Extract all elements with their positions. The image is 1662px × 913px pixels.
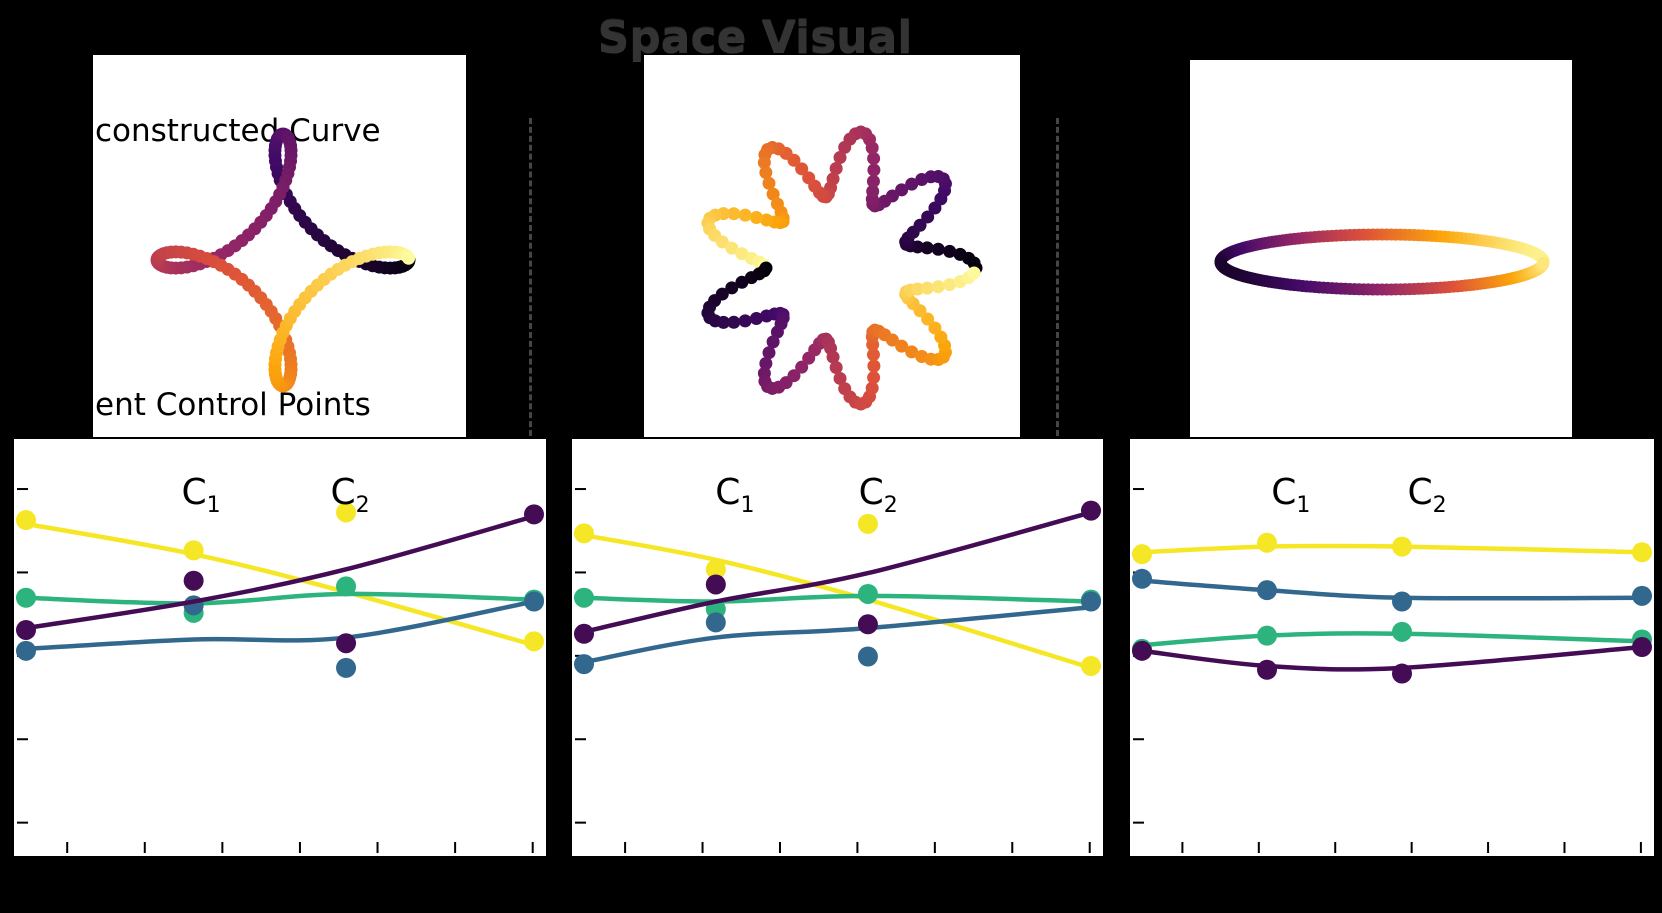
- latent-dim-label: C1: [715, 472, 755, 519]
- reconstructed-curve-scatter-left: [150, 127, 416, 393]
- latent-chart-left: C1 C2: [12, 437, 548, 858]
- reconstructed-curve-scatter-middle: [701, 125, 983, 411]
- reconstructed-curve-heading: constructed Curve: [95, 113, 381, 149]
- latent-dim-label: C2: [1407, 472, 1447, 519]
- curve-panel-middle: [644, 55, 1020, 437]
- latent-chart-right: C1 C2: [1128, 437, 1656, 858]
- figure-title: Space Visual: [597, 12, 913, 63]
- reconstructed-curve-scatter-right: [1214, 228, 1550, 296]
- latent-chart-middle: C1 C2: [570, 437, 1105, 858]
- latent-dim-label: C2: [858, 472, 898, 519]
- latent-chart-canvas: [1132, 488, 1652, 853]
- latent-dim-label: C1: [181, 472, 221, 519]
- latent-chart-canvas: [574, 488, 1101, 853]
- column-separator-left: [529, 118, 532, 436]
- latent-dim-label: C2: [330, 472, 370, 519]
- latent-chart-canvas: [16, 488, 544, 853]
- curve-panel-right: [1190, 60, 1572, 437]
- column-separator-right: [1056, 118, 1059, 436]
- curve-panel-left: constructed Curve ent Control Points: [93, 55, 466, 437]
- latent-control-points-heading: ent Control Points: [95, 387, 371, 423]
- latent-dim-label: C1: [1271, 472, 1311, 519]
